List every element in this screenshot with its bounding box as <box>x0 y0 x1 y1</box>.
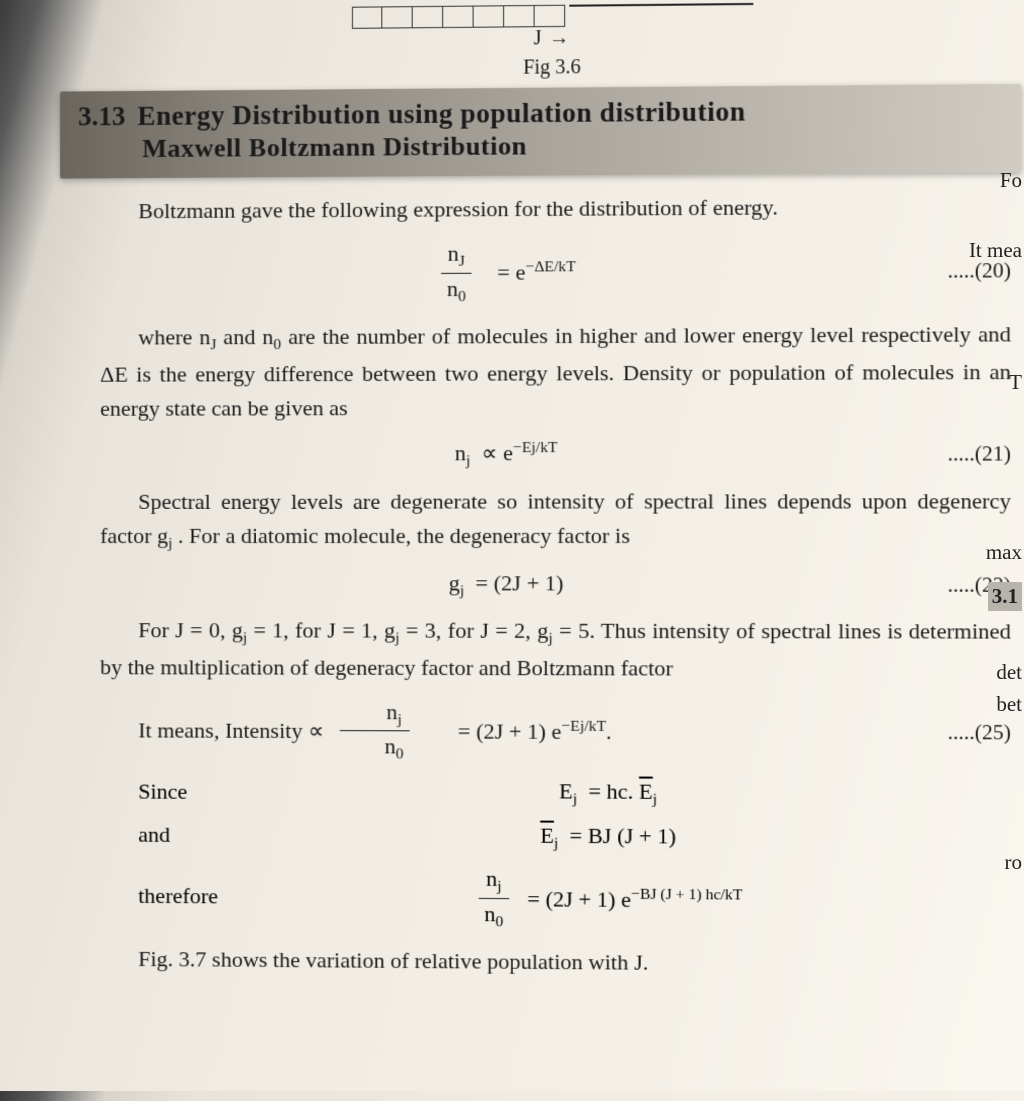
p2b: and n <box>216 324 273 349</box>
eq25-exp: −Ej/kT <box>561 718 606 735</box>
therefore-label: therefore <box>100 883 301 910</box>
equation-20: nJ n0 = e−ΔE/kT .....(20) <box>100 238 1011 307</box>
section-number: 3.13 <box>78 101 125 131</box>
equation-and: and Ej = BJ (J + 1) <box>100 820 1011 854</box>
eq20-exp: −ΔE/kT <box>525 259 575 276</box>
figure-caption: Fig 3.6 <box>100 52 1011 83</box>
eq-op: = e−ΔE/kT <box>486 259 576 287</box>
equation-25: It means, Intensity ∝ nj n0 = (2J + 1) e… <box>100 698 1011 766</box>
since-label: Since <box>100 778 301 805</box>
paragraph-fig37: Fig. 3.7 shows the variation of relative… <box>100 942 1011 983</box>
therefore-rhs-a: = (2J + 1) e <box>527 886 631 912</box>
paragraph-for-j: For J = 0, gj = 1, for J = 1, gj = 3, fo… <box>100 613 1011 686</box>
p3b: . For a diatomic molecule, the degenerac… <box>172 523 629 548</box>
therefore-exp: −BJ (J + 1) hc/kT <box>631 885 742 903</box>
section-heading-banner: 3.13 Energy Distribution using populatio… <box>60 84 1021 179</box>
intensity-label: It means, Intensity ∝ <box>100 717 324 744</box>
eq25-body: = (2J + 1) e <box>458 719 562 745</box>
equation-therefore: therefore nj n0 = (2J + 1) e−BJ (J + 1) … <box>100 864 1011 934</box>
paragraph-intro: Boltzmann gave the following expression … <box>100 189 1011 229</box>
paragraph-where: where nJ and n0 are the number of molecu… <box>100 317 1011 425</box>
and-rhs: = BJ (J + 1) <box>569 822 675 848</box>
equation-22: gj = (2J + 1) .....(22) <box>100 570 1011 601</box>
equation-21: nj ∝ e−Ej/kT .....(21) <box>100 438 1011 471</box>
since-rhs-a: = hc. <box>588 778 639 803</box>
equation-since: Since Ej = hc. Ej <box>100 776 1011 810</box>
p4a: For J = 0, g <box>138 617 243 642</box>
paragraph-spectral: Spectral energy levels are degenerate so… <box>100 484 1011 556</box>
equation-number-20: .....(20) <box>918 258 1011 284</box>
and-label: and <box>100 822 301 849</box>
section-subtitle: Maxwell Boltzmann Distribution <box>142 128 1002 164</box>
p4b: = 1, for J = 1, g <box>247 618 395 643</box>
equation-number-21: .....(21) <box>918 441 1011 467</box>
figure-3-6: J → Fig 3.6 <box>100 1 1011 84</box>
section-title: Energy Distribution using population dis… <box>137 96 745 131</box>
eq21-exp: −Ej/kT <box>513 439 558 456</box>
equation-number-25: .....(25) <box>918 720 1011 746</box>
p2a: where n <box>138 325 210 350</box>
p4c: = 3, for J = 2, g <box>400 618 549 643</box>
equation-number-22: .....(22) <box>918 572 1011 597</box>
eq22-rhs: (2J + 1) <box>494 570 564 595</box>
